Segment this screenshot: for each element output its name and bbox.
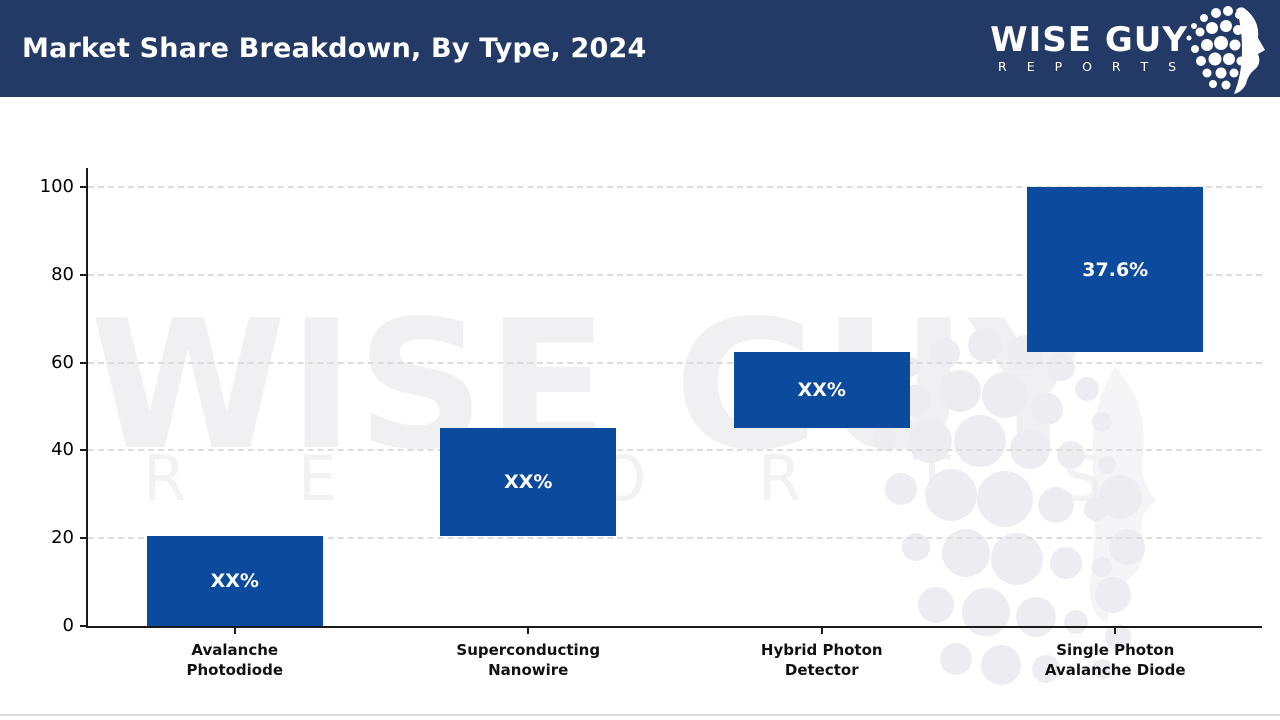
x-category-label-line: Detector bbox=[784, 661, 859, 680]
x-category-label-line: Superconducting bbox=[456, 641, 601, 659]
logo-text: WISE GUY R E P O R T S bbox=[990, 19, 1188, 75]
y-gridline bbox=[88, 449, 1262, 452]
logo-subtext: R E P O R T S bbox=[998, 59, 1185, 75]
bar-value-label: 37.6% bbox=[1082, 258, 1149, 281]
x-category-label-line: Single Photon bbox=[1056, 641, 1175, 659]
x-tick bbox=[527, 626, 530, 634]
y-axis-line bbox=[86, 168, 88, 628]
y-tick bbox=[80, 625, 88, 627]
bar-value-label: XX% bbox=[504, 471, 553, 494]
y-tick-label: 100 bbox=[39, 176, 74, 197]
x-category-label: Avalanche Photodiode bbox=[105, 640, 365, 681]
logo: WISE GUY R E P O R T S bbox=[990, 2, 1270, 96]
bar-value-label: XX% bbox=[210, 569, 259, 592]
bar-value-label: XX% bbox=[797, 379, 846, 402]
x-tick bbox=[820, 626, 823, 634]
footer-rule bbox=[0, 714, 1280, 716]
y-gridline bbox=[88, 361, 1262, 364]
y-tick-label: 20 bbox=[51, 527, 74, 549]
x-category-label: Single Photon Avalanche Diode bbox=[985, 640, 1245, 681]
y-gridline bbox=[88, 186, 1262, 188]
logo-wordmark: WISE GUY bbox=[990, 19, 1188, 60]
x-category-label-line: Nanowire bbox=[488, 661, 569, 680]
header-bar: Market Share Breakdown, By Type, 2024 WI… bbox=[0, 0, 1280, 97]
x-category-label-line: Photodiode bbox=[186, 661, 284, 680]
y-tick-label: 0 bbox=[62, 615, 74, 636]
x-category-label-line: Avalanche bbox=[191, 641, 279, 659]
y-tick bbox=[80, 273, 88, 276]
x-tick bbox=[233, 626, 236, 634]
y-tick-label: 60 bbox=[51, 351, 74, 373]
y-gridline bbox=[88, 537, 1262, 540]
bar-segment: XX% bbox=[733, 352, 910, 429]
x-category-label-line: Hybrid Photon bbox=[760, 641, 883, 659]
y-tick-label: 80 bbox=[51, 263, 74, 285]
bar-segment: 37.6% bbox=[1027, 187, 1204, 353]
logo-head-icon bbox=[1186, 5, 1265, 94]
x-category-label: Hybrid Photon Detector bbox=[692, 640, 952, 681]
y-tick bbox=[80, 537, 88, 540]
y-tick bbox=[80, 361, 88, 364]
x-category-label-line: Avalanche Diode bbox=[1044, 661, 1186, 680]
x-category-label: Superconducting Nanowire bbox=[398, 640, 658, 681]
y-tick bbox=[80, 449, 88, 452]
x-axis-line bbox=[86, 626, 1262, 628]
y-tick bbox=[80, 186, 88, 188]
bar-segment: XX% bbox=[146, 536, 323, 626]
y-tick-label: 40 bbox=[51, 439, 74, 461]
y-gridline bbox=[88, 273, 1262, 276]
page-title: Market Share Breakdown, By Type, 2024 bbox=[22, 33, 647, 64]
bar-segment: XX% bbox=[440, 428, 617, 536]
